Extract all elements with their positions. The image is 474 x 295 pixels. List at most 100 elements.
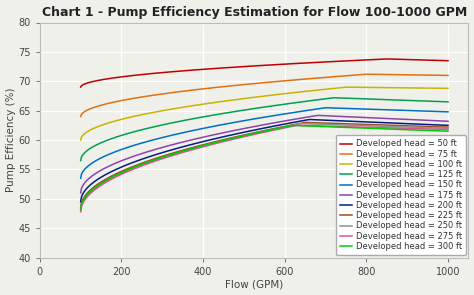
Developed head = 150 ft bbox=[255, 117, 260, 120]
Line: Developed head = 50 ft: Developed head = 50 ft bbox=[81, 59, 448, 87]
Developed head = 300 ft bbox=[277, 126, 283, 130]
Developed head = 75 ft bbox=[255, 81, 260, 85]
Developed head = 75 ft bbox=[380, 73, 385, 76]
Developed head = 175 ft bbox=[315, 114, 320, 117]
Developed head = 275 ft bbox=[255, 132, 260, 135]
Developed head = 250 ft bbox=[296, 122, 302, 126]
Developed head = 275 ft bbox=[252, 132, 258, 136]
Developed head = 200 ft bbox=[277, 123, 283, 127]
Developed head = 100 ft bbox=[78, 138, 83, 142]
Developed head = 75 ft bbox=[252, 82, 258, 85]
Developed head = 125 ft bbox=[437, 100, 443, 103]
Developed head = 125 ft bbox=[255, 106, 260, 110]
Developed head = 200 ft bbox=[296, 119, 302, 123]
Developed head = 225 ft bbox=[296, 122, 302, 125]
Developed head = 275 ft bbox=[445, 128, 451, 131]
Line: Developed head = 75 ft: Developed head = 75 ft bbox=[81, 74, 448, 117]
Developed head = 150 ft bbox=[78, 176, 83, 180]
Developed head = 150 ft bbox=[323, 106, 328, 109]
Developed head = 150 ft bbox=[380, 108, 385, 112]
Developed head = 100 ft bbox=[255, 95, 260, 99]
Developed head = 75 ft bbox=[445, 74, 451, 77]
Developed head = 200 ft bbox=[255, 128, 260, 131]
Developed head = 300 ft bbox=[78, 208, 83, 211]
Developed head = 275 ft bbox=[380, 126, 385, 130]
Developed head = 275 ft bbox=[78, 210, 83, 214]
Developed head = 75 ft bbox=[296, 78, 302, 81]
Developed head = 175 ft bbox=[277, 120, 283, 124]
Developed head = 125 ft bbox=[252, 107, 258, 110]
Developed head = 150 ft bbox=[437, 110, 443, 113]
Y-axis label: Pump Efficiency (%): Pump Efficiency (%) bbox=[6, 88, 16, 192]
Developed head = 300 ft bbox=[291, 124, 296, 127]
Developed head = 250 ft bbox=[255, 131, 260, 135]
Developed head = 125 ft bbox=[380, 98, 385, 101]
Developed head = 200 ft bbox=[78, 200, 83, 204]
Developed head = 225 ft bbox=[445, 125, 451, 129]
Developed head = 175 ft bbox=[296, 117, 302, 120]
Developed head = 100 ft bbox=[277, 93, 283, 96]
Developed head = 50 ft bbox=[379, 58, 384, 61]
Developed head = 275 ft bbox=[297, 124, 303, 127]
Line: Developed head = 225 ft: Developed head = 225 ft bbox=[81, 122, 448, 208]
Developed head = 75 ft bbox=[364, 73, 369, 76]
Developed head = 200 ft bbox=[307, 118, 312, 121]
Developed head = 250 ft bbox=[299, 122, 304, 125]
Developed head = 125 ft bbox=[331, 96, 337, 99]
Developed head = 300 ft bbox=[252, 132, 258, 135]
Developed head = 250 ft bbox=[277, 126, 283, 130]
Developed head = 225 ft bbox=[255, 130, 260, 134]
Developed head = 50 ft bbox=[255, 64, 260, 68]
Developed head = 75 ft bbox=[277, 79, 283, 83]
Developed head = 125 ft bbox=[78, 159, 83, 163]
Developed head = 250 ft bbox=[445, 127, 451, 130]
Developed head = 50 ft bbox=[437, 59, 443, 62]
Developed head = 200 ft bbox=[445, 124, 451, 127]
Developed head = 175 ft bbox=[255, 124, 260, 128]
Developed head = 175 ft bbox=[380, 117, 385, 120]
Line: Developed head = 200 ft: Developed head = 200 ft bbox=[81, 119, 448, 202]
Developed head = 200 ft bbox=[252, 128, 258, 132]
Developed head = 125 ft bbox=[445, 100, 451, 104]
Developed head = 75 ft bbox=[437, 73, 443, 77]
Developed head = 300 ft bbox=[255, 131, 260, 135]
Developed head = 275 ft bbox=[437, 127, 443, 131]
Developed head = 300 ft bbox=[437, 129, 443, 133]
Developed head = 250 ft bbox=[252, 132, 258, 135]
Developed head = 225 ft bbox=[302, 121, 308, 124]
Developed head = 50 ft bbox=[252, 64, 258, 68]
Developed head = 100 ft bbox=[252, 95, 258, 99]
Line: Developed head = 175 ft: Developed head = 175 ft bbox=[81, 115, 448, 193]
Developed head = 225 ft bbox=[437, 125, 443, 129]
Developed head = 275 ft bbox=[294, 124, 300, 127]
Developed head = 250 ft bbox=[380, 124, 385, 128]
Developed head = 225 ft bbox=[380, 123, 385, 127]
Legend: Developed head = 50 ft, Developed head = 75 ft, Developed head = 100 ft, Develop: Developed head = 50 ft, Developed head =… bbox=[336, 135, 466, 255]
Developed head = 200 ft bbox=[380, 121, 385, 124]
Developed head = 275 ft bbox=[277, 127, 283, 131]
Line: Developed head = 100 ft: Developed head = 100 ft bbox=[81, 87, 448, 140]
Developed head = 250 ft bbox=[437, 126, 443, 130]
Developed head = 150 ft bbox=[445, 110, 451, 114]
Developed head = 175 ft bbox=[78, 191, 83, 195]
Line: Developed head = 125 ft: Developed head = 125 ft bbox=[81, 98, 448, 161]
Developed head = 125 ft bbox=[277, 103, 283, 107]
Developed head = 75 ft bbox=[78, 115, 83, 118]
Developed head = 100 ft bbox=[296, 90, 302, 94]
Developed head = 50 ft bbox=[445, 59, 451, 63]
Developed head = 50 ft bbox=[296, 62, 302, 65]
Developed head = 150 ft bbox=[277, 113, 283, 117]
Line: Developed head = 300 ft: Developed head = 300 ft bbox=[81, 125, 448, 209]
Developed head = 150 ft bbox=[296, 110, 302, 113]
Line: Developed head = 275 ft: Developed head = 275 ft bbox=[81, 125, 448, 212]
Developed head = 200 ft bbox=[437, 123, 443, 127]
Line: Developed head = 150 ft: Developed head = 150 ft bbox=[81, 108, 448, 178]
Developed head = 50 ft bbox=[384, 57, 390, 61]
Developed head = 300 ft bbox=[380, 127, 385, 131]
Developed head = 175 ft bbox=[445, 119, 451, 123]
Developed head = 300 ft bbox=[297, 124, 303, 127]
Developed head = 225 ft bbox=[277, 126, 283, 129]
Developed head = 50 ft bbox=[78, 85, 83, 89]
Developed head = 150 ft bbox=[252, 117, 258, 121]
Title: Chart 1 - Pump Efficiency Estimation for Flow 100-1000 GPM: Chart 1 - Pump Efficiency Estimation for… bbox=[42, 6, 467, 19]
